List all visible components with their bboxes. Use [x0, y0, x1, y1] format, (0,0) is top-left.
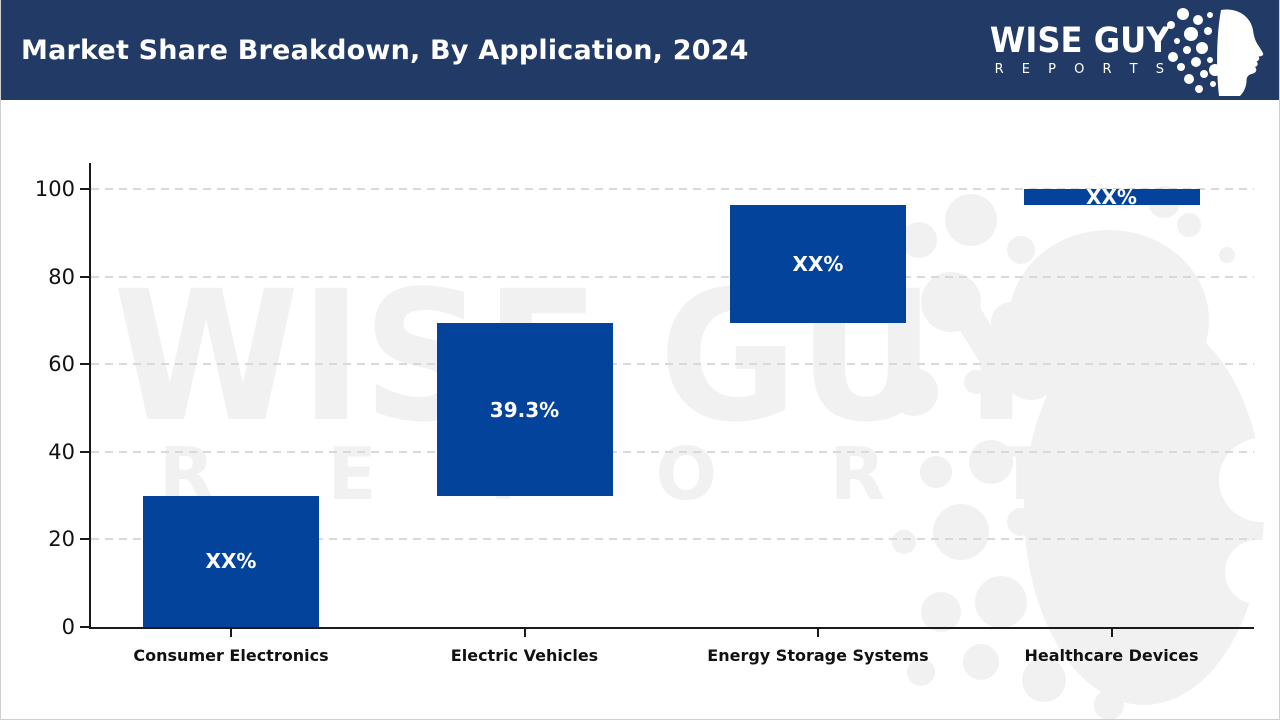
- bar-value-label: XX%: [205, 549, 257, 574]
- y-gridline: [91, 538, 1254, 541]
- y-tick-mark: [80, 363, 89, 366]
- y-gridline: [91, 188, 1254, 190]
- header-bar: Market Share Breakdown, By Application, …: [1, 0, 1279, 100]
- x-tick-mark: [817, 629, 819, 637]
- x-category-label: Energy Storage Systems: [707, 646, 929, 665]
- y-tick-label: 80: [48, 264, 75, 289]
- y-tick-label: 60: [48, 352, 75, 377]
- brand-name: WISE GUY: [989, 20, 1170, 61]
- y-tick-label: 20: [48, 527, 75, 552]
- y-tick-mark: [80, 538, 89, 541]
- waterfall-bar: [143, 495, 319, 627]
- x-category-label: Electric Vehicles: [450, 646, 599, 665]
- y-gridline: [91, 275, 1254, 278]
- watermark-face-icon: [889, 186, 1269, 719]
- waterfall-bar: [730, 205, 906, 324]
- x-axis-line: [89, 627, 1254, 629]
- x-category-label: Healthcare Devices: [1024, 646, 1199, 665]
- page-title: Market Share Breakdown, By Application, …: [21, 34, 749, 66]
- bar-value-label: 39.3%: [489, 397, 560, 422]
- y-axis-line: [89, 163, 91, 629]
- y-tick-mark: [80, 626, 89, 628]
- y-tick-mark: [80, 450, 89, 453]
- chart-plot-area: WISE GUY R E P O R T S 0 20 40 60 80 100 XX% Co…: [1, 100, 1279, 719]
- y-tick-label: 40: [48, 439, 75, 464]
- x-category-label: Consumer Electronics: [133, 646, 329, 665]
- brand-face-icon: [1167, 8, 1264, 96]
- y-tick-label: 100: [34, 177, 75, 201]
- bar-value-label: XX%: [792, 252, 844, 277]
- x-tick-mark: [230, 629, 232, 637]
- brand-subtitle: R E P O R T S: [994, 61, 1171, 77]
- bar-value-label: XX%: [1086, 185, 1137, 210]
- brand-logo-text: WISE GUY R E P O R T S: [982, 20, 1177, 77]
- y-gridline: [91, 450, 1254, 453]
- y-tick-mark: [80, 188, 89, 190]
- waterfall-bar: [436, 323, 613, 496]
- y-gridline: [91, 363, 1254, 366]
- brand-logo: WISE GUY R E P O R T S: [982, 3, 1279, 97]
- waterfall-bar: [1023, 189, 1200, 206]
- y-tick-mark: [80, 275, 89, 278]
- y-tick-label: 0: [61, 615, 75, 639]
- x-tick-mark: [1110, 629, 1113, 637]
- x-tick-mark: [523, 629, 526, 637]
